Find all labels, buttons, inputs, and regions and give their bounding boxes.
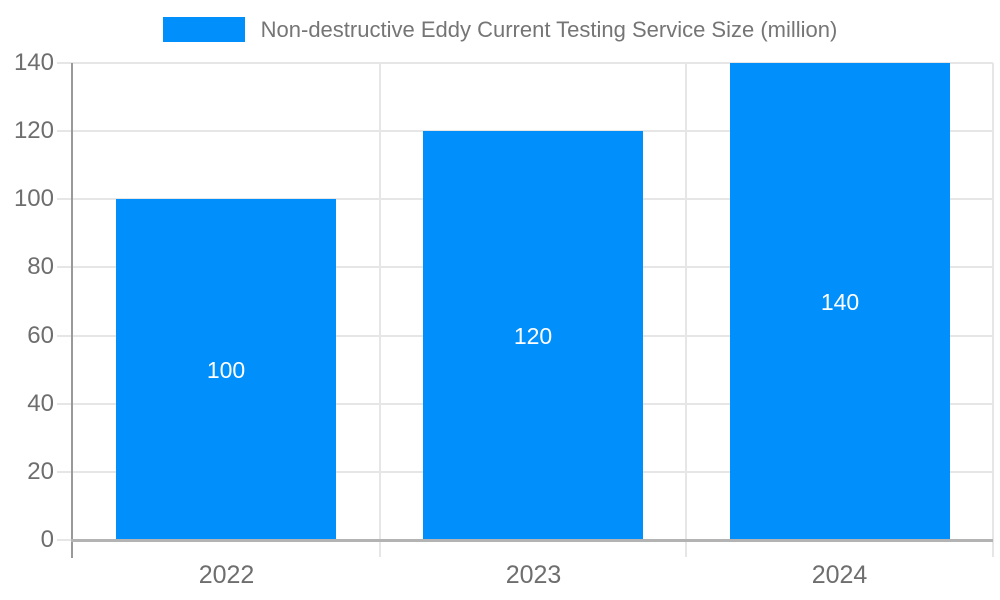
y-gridline <box>57 62 993 64</box>
category-boundary-gridline <box>379 63 381 557</box>
y-tick-label: 0 <box>40 526 54 553</box>
bar-value-label: 120 <box>513 323 553 349</box>
x-tick-label: 2023 <box>505 561 562 589</box>
legend-item[interactable]: Non-destructive Eddy Current Testing Ser… <box>162 16 838 43</box>
y-tick-label: 120 <box>13 117 54 144</box>
y-tick-label: 60 <box>27 322 54 349</box>
y-tick-label: 20 <box>27 458 54 485</box>
x-tick-label: 2022 <box>198 561 255 589</box>
bar[interactable] <box>423 131 643 540</box>
bar-value-label: 140 <box>820 289 860 315</box>
category-boundary-gridline <box>685 63 687 557</box>
x-tick-label: 2024 <box>811 561 868 589</box>
x-axis-line <box>71 539 993 542</box>
bar-value-label: 100 <box>206 357 246 383</box>
legend: Non-destructive Eddy Current Testing Ser… <box>0 14 1000 46</box>
category-boundary-gridline <box>992 63 994 557</box>
y-tick-label: 140 <box>13 49 54 76</box>
bar[interactable] <box>730 63 950 540</box>
bar[interactable] <box>116 199 336 540</box>
legend-label: Non-destructive Eddy Current Testing Ser… <box>260 16 838 42</box>
legend-swatch <box>162 17 245 43</box>
y-tick-label: 80 <box>27 253 54 280</box>
y-tick-label: 100 <box>13 185 54 212</box>
y-axis-line <box>71 63 73 558</box>
y-tick-label: 40 <box>27 390 54 417</box>
